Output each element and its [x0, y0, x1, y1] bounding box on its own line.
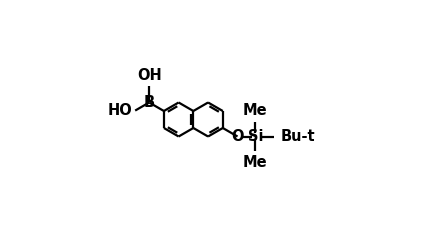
Text: HO: HO: [107, 103, 132, 118]
Text: Me: Me: [243, 155, 268, 170]
Text: Si: Si: [248, 129, 263, 144]
Text: B: B: [143, 95, 155, 110]
Text: O: O: [231, 129, 244, 144]
Text: Me: Me: [243, 103, 268, 118]
Text: Bu-t: Bu-t: [280, 129, 315, 144]
Text: OH: OH: [137, 68, 162, 83]
